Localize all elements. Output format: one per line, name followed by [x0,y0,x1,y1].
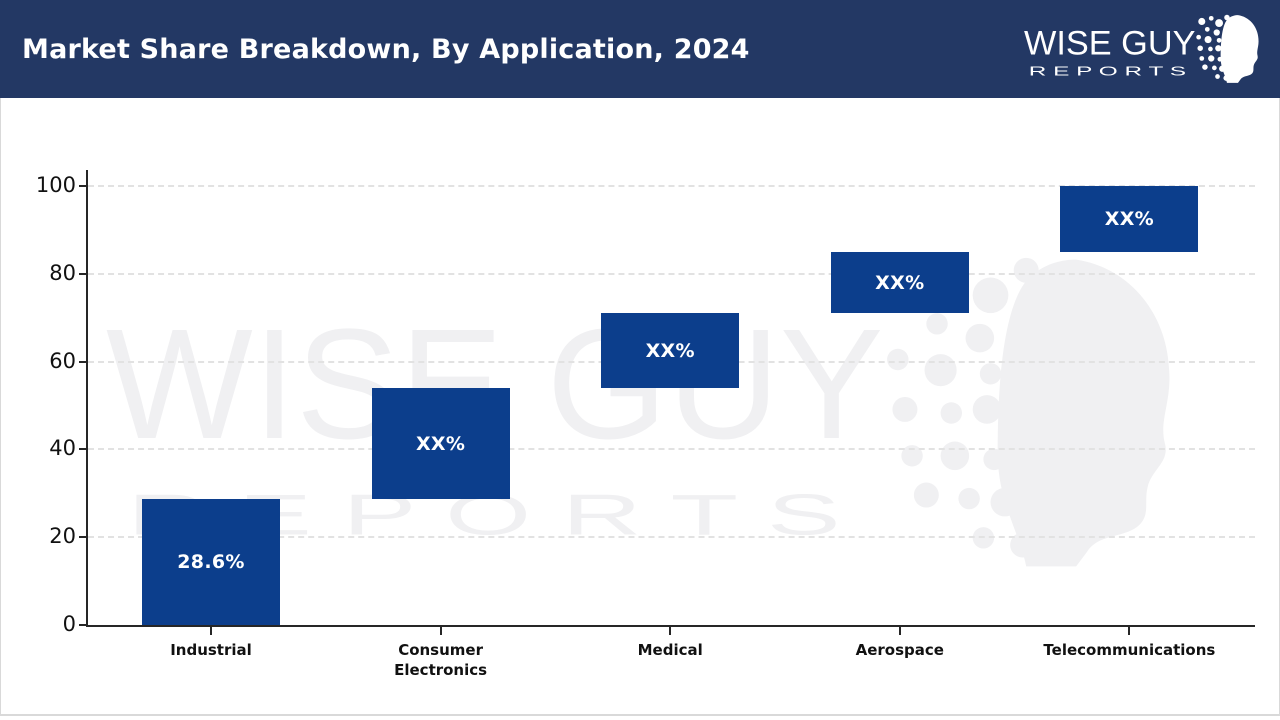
watermark-logo [106,257,1170,567]
chart-canvas [0,98,1280,716]
wiseguy-logo [1024,14,1259,83]
header-bar: Market Share Breakdown, By Application, … [0,0,1280,98]
page-title: Market Share Breakdown, By Application, … [22,33,750,65]
